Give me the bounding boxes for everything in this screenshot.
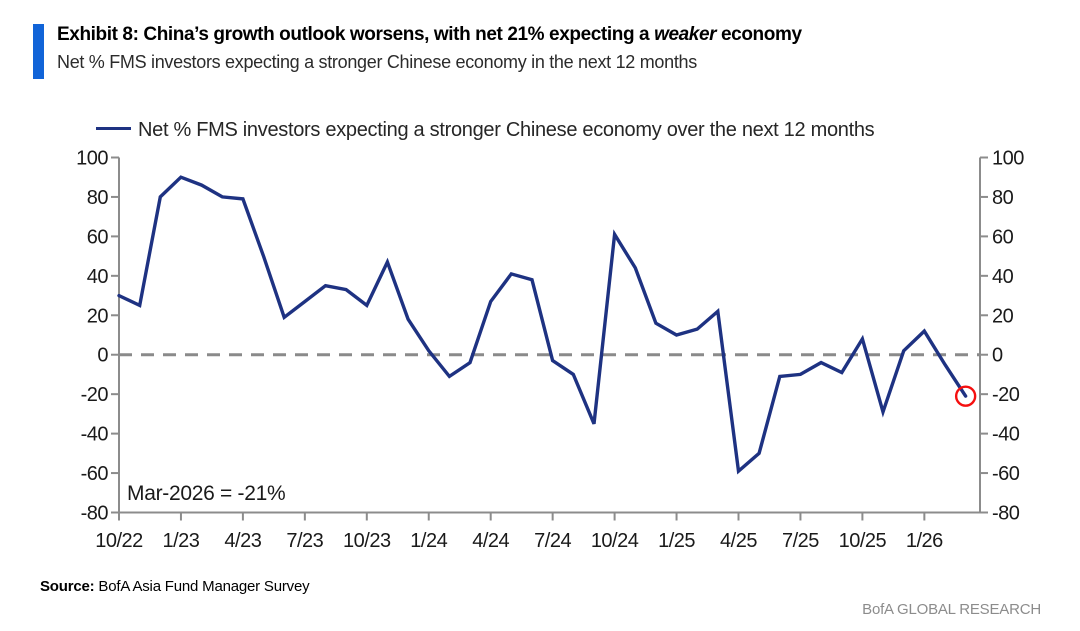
accent-bar — [33, 24, 44, 79]
x-tick-label: 4/24 — [472, 530, 509, 552]
china-growth-line-chart: Net % FMS investors expecting a stronger… — [76, 119, 1025, 553]
last-point-highlight-circle — [954, 385, 977, 407]
x-tick-label: 1/25 — [658, 530, 695, 552]
chart-legend: Net % FMS investors expecting a stronger… — [96, 119, 875, 141]
net-percent-line — [117, 175, 968, 475]
exhibit-title: Exhibit 8: China’s growth outlook worsen… — [57, 24, 802, 46]
y-tick-label-left: 60 — [87, 226, 109, 248]
y-tick-label-right: 100 — [992, 148, 1024, 170]
chart-axes: 100 100 80 80 60 60 40 40 20 20 0 0 -20 -20 -40 -40 -60 -… — [76, 148, 1025, 553]
y-tick-label-left: -80 — [81, 503, 109, 525]
y-tick-label-left: -40 — [81, 424, 109, 446]
x-tick-label: 1/23 — [162, 530, 199, 552]
x-tick-label: 4/23 — [224, 530, 261, 552]
title-prefix: Exhibit 8: China’s growth outlook worsen… — [57, 24, 655, 45]
x-tick-label: 10/22 — [95, 530, 143, 552]
y-tick-label-right: 20 — [992, 305, 1014, 327]
y-tick-label-right: 80 — [992, 187, 1014, 209]
y-tick-label-right: -60 — [992, 463, 1020, 485]
y-tick-label-left: 40 — [87, 266, 109, 288]
x-tick-label: 1/26 — [906, 530, 943, 552]
source-label: Source: — [40, 578, 95, 595]
source-line: Source: BofA Asia Fund Manager Survey — [40, 578, 310, 595]
y-tick-label-right: 60 — [992, 226, 1014, 248]
y-tick-label-left: 20 — [87, 305, 109, 327]
x-tick-label: 10/23 — [343, 530, 391, 552]
x-tick-label: 1/24 — [410, 530, 447, 552]
title-suffix: economy — [716, 24, 802, 45]
legend-label: Net % FMS investors expecting a stronger… — [138, 119, 875, 141]
x-tick-label: 4/25 — [720, 530, 757, 552]
y-tick-label-right: 40 — [992, 266, 1014, 288]
x-tick-label: 7/25 — [782, 530, 819, 552]
last-point-annotation: Mar-2026 = -21% — [127, 482, 285, 505]
x-tick-label: 10/24 — [591, 530, 639, 552]
y-tick-label-right: 0 — [992, 345, 1003, 367]
chart-series — [117, 175, 977, 475]
source-text: BofA Asia Fund Manager Survey — [94, 578, 310, 595]
x-tick-label: 10/25 — [839, 530, 887, 552]
x-tick-label: 7/23 — [286, 530, 323, 552]
y-tick-label-left: -20 — [81, 384, 109, 406]
y-tick-label-right: -40 — [992, 424, 1020, 446]
y-tick-label-left: 80 — [87, 187, 109, 209]
x-tick-label: 7/24 — [534, 530, 571, 552]
chart-subtitle: Net % FMS investors expecting a stronger… — [57, 52, 697, 72]
y-tick-label-left: -60 — [81, 463, 109, 485]
brand-text: BofA GLOBAL RESEARCH — [862, 601, 1041, 618]
title-italic-word: weaker — [654, 24, 717, 45]
y-tick-label-left: 100 — [76, 148, 108, 170]
y-tick-label-right: -20 — [992, 384, 1020, 406]
y-tick-label-left: 0 — [97, 345, 108, 367]
y-tick-label-right: -80 — [992, 503, 1020, 525]
